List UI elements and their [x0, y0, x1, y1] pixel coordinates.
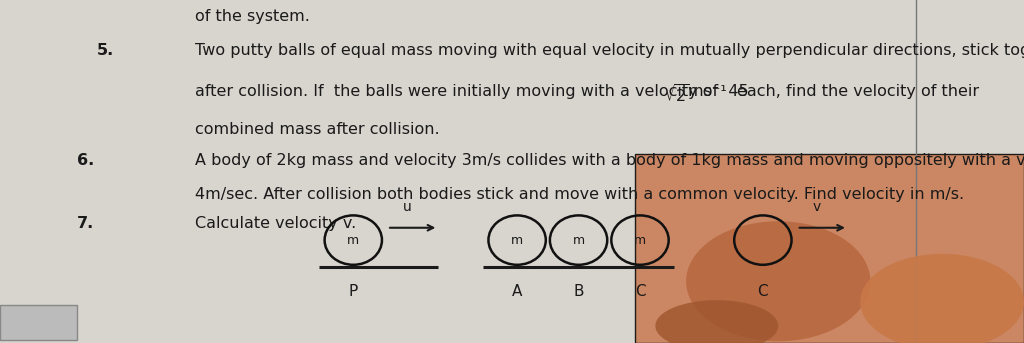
Text: 4m/sec. After collision both bodies stick and move with a common velocity. Find : 4m/sec. After collision both bodies stic… — [195, 187, 964, 202]
Text: P: P — [348, 284, 358, 299]
Text: u: u — [403, 200, 412, 214]
Ellipse shape — [686, 221, 870, 341]
Text: C: C — [758, 284, 768, 299]
Text: m: m — [634, 234, 646, 247]
Text: C: C — [635, 284, 645, 299]
Text: Calculate velocity v.: Calculate velocity v. — [195, 216, 355, 231]
Text: of the system.: of the system. — [195, 9, 309, 24]
Text: m: m — [572, 234, 585, 247]
FancyBboxPatch shape — [0, 305, 77, 340]
Text: 5.: 5. — [97, 43, 115, 58]
Text: ms⁻¹  each, find the velocity of their: ms⁻¹ each, find the velocity of their — [688, 84, 979, 99]
Text: 6.: 6. — [77, 153, 94, 168]
Ellipse shape — [655, 300, 778, 343]
Text: after collision. If  the balls were initially moving with a velocity of  45: after collision. If the balls were initi… — [195, 84, 749, 99]
Text: m: m — [347, 234, 359, 247]
Text: B: B — [573, 284, 584, 299]
Text: m: m — [511, 234, 523, 247]
Text: A: A — [512, 284, 522, 299]
Text: v: v — [813, 200, 821, 214]
Text: A body of 2kg mass and velocity 3m/s collides with a body of 1kg mass and moving: A body of 2kg mass and velocity 3m/s col… — [195, 153, 1024, 168]
FancyBboxPatch shape — [635, 154, 1024, 343]
Text: 7.: 7. — [77, 216, 94, 231]
Text: $\sqrt{2}$: $\sqrt{2}$ — [664, 84, 689, 106]
Ellipse shape — [860, 254, 1024, 343]
Text: Two putty balls of equal mass moving with equal velocity in mutually perpendicul: Two putty balls of equal mass moving wit… — [195, 43, 1024, 58]
Text: combined mass after collision.: combined mass after collision. — [195, 122, 439, 137]
